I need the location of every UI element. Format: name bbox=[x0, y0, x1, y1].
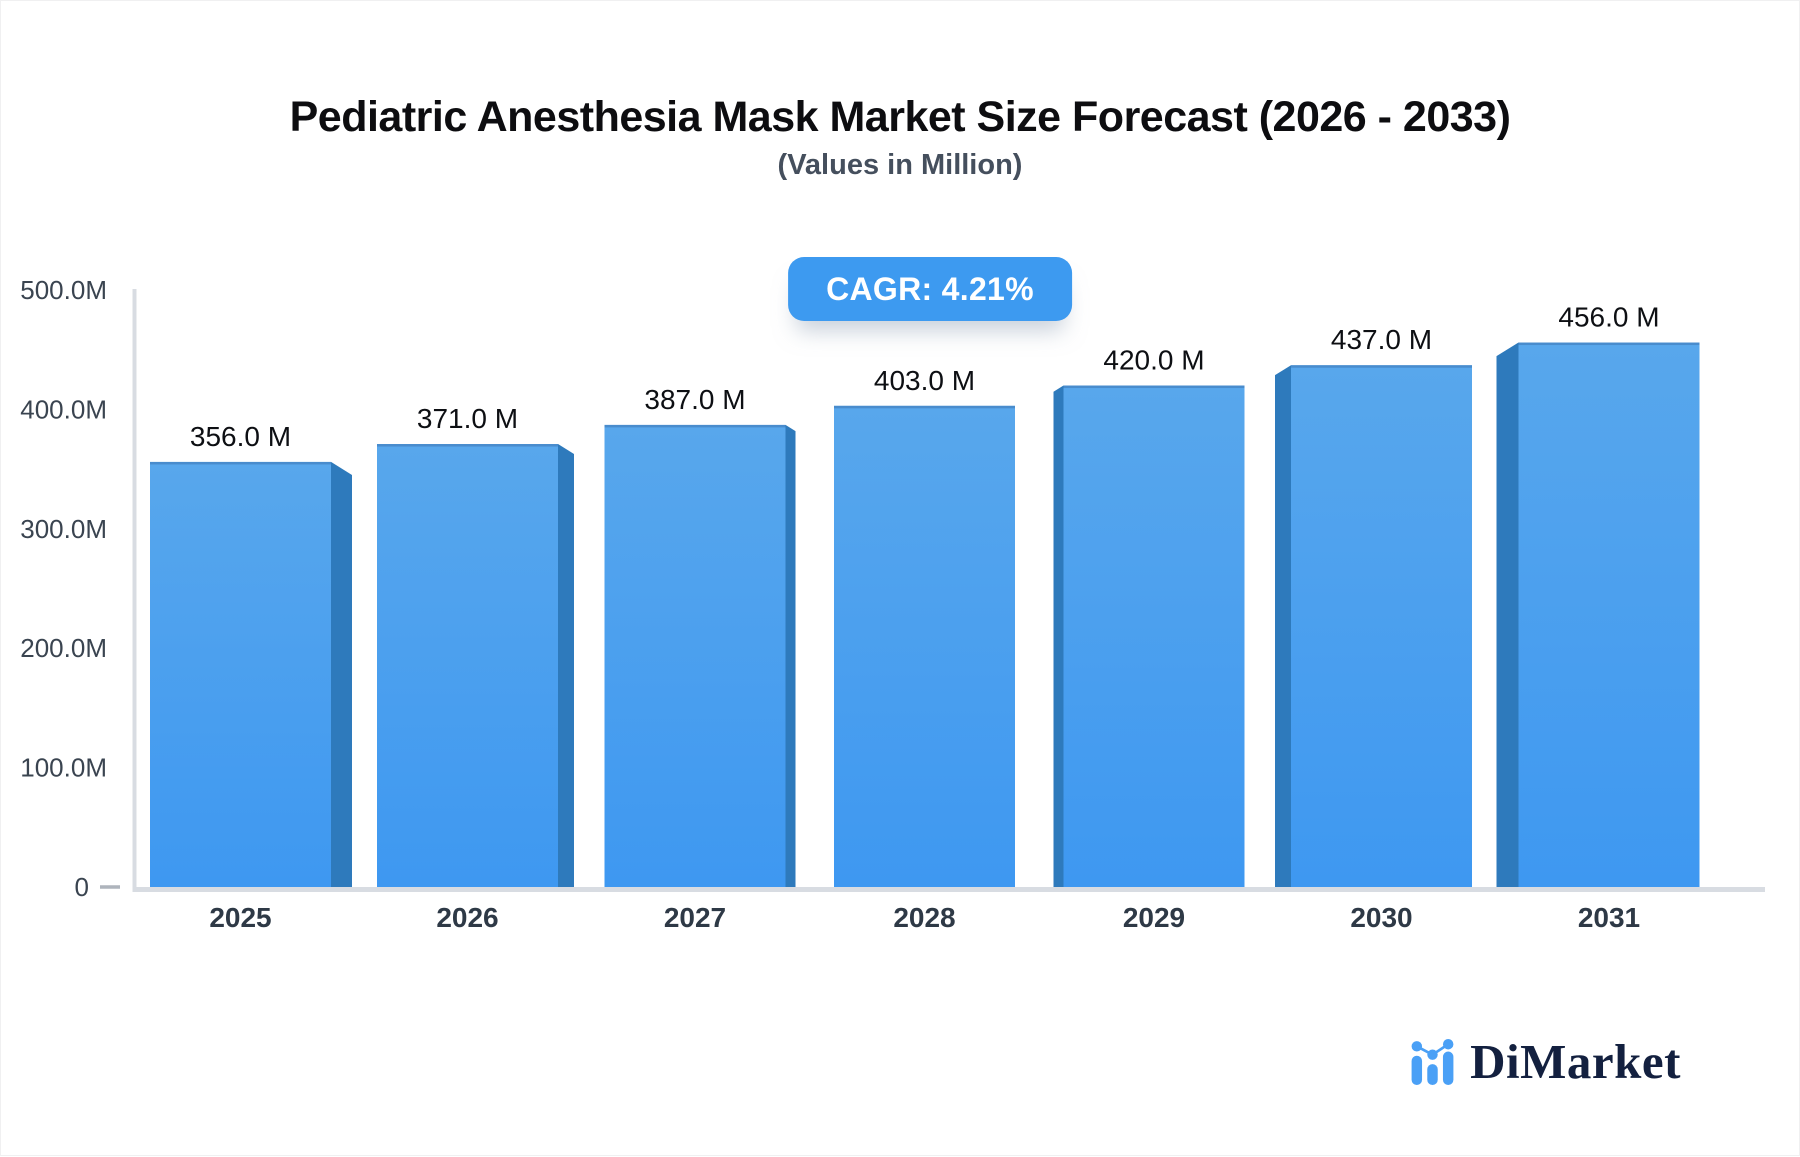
cagr-badge: CAGR: 4.21% bbox=[788, 257, 1072, 321]
x-tick-label: 2025 bbox=[209, 902, 271, 933]
y-tick-label: 0 bbox=[75, 872, 89, 902]
bar-top-edge bbox=[604, 424, 786, 428]
bar-group-2026[interactable] bbox=[377, 444, 574, 887]
bar-side-face bbox=[1053, 385, 1064, 887]
cagr-badge-label: CAGR: 4.21% bbox=[826, 270, 1034, 307]
x-tick-label: 2027 bbox=[664, 902, 726, 933]
bar-value-label: 456.0 M bbox=[1558, 302, 1659, 333]
bar-top-edge bbox=[1518, 342, 1700, 346]
bar-value-label: 403.0 M bbox=[874, 365, 975, 396]
bar-top-edge bbox=[150, 461, 331, 465]
mini-bar-line-chart-icon bbox=[1411, 1038, 1454, 1085]
bar-top-edge bbox=[834, 405, 1015, 409]
bar-value-label: 387.0 M bbox=[644, 384, 745, 415]
brand-logo: DiMarket bbox=[1409, 1033, 1681, 1090]
bar-group-2028[interactable] bbox=[834, 405, 1015, 887]
chart-title: Pediatric Anesthesia Mask Market Size Fo… bbox=[289, 93, 1511, 141]
bar-side-face bbox=[331, 461, 352, 887]
logo-icon-dot bbox=[1427, 1048, 1438, 1060]
bar-value-label: 371.0 M bbox=[417, 403, 518, 434]
bar-2028[interactable] bbox=[834, 405, 1015, 887]
x-tick-label: 2026 bbox=[436, 902, 498, 933]
bar-group-2029[interactable] bbox=[1053, 385, 1245, 887]
logo-icon-dot bbox=[1443, 1038, 1454, 1049]
bar-2027[interactable] bbox=[604, 424, 786, 887]
bar-group-2030[interactable] bbox=[1275, 365, 1472, 887]
bar-2026[interactable] bbox=[377, 444, 558, 887]
brand-logo-text: DiMarket bbox=[1470, 1034, 1681, 1089]
bar-2025[interactable] bbox=[150, 461, 331, 887]
bar-value-label: 437.0 M bbox=[1331, 324, 1432, 355]
y-tick-label: 100.0M bbox=[20, 753, 107, 783]
bar-2031[interactable] bbox=[1518, 342, 1700, 887]
bar-side-face bbox=[1275, 365, 1291, 887]
bar-group-2027[interactable] bbox=[604, 424, 796, 887]
bar-top-edge bbox=[1291, 365, 1472, 368]
bar-top-edge bbox=[1063, 385, 1245, 389]
y-tick-label: 300.0M bbox=[20, 514, 107, 544]
x-tick-label: 2028 bbox=[893, 902, 955, 933]
y-tick-label: 500.0M bbox=[20, 275, 107, 305]
chart-subtitle: (Values in Million) bbox=[777, 149, 1023, 181]
bar-2030[interactable] bbox=[1291, 365, 1472, 887]
bar-2029[interactable] bbox=[1063, 385, 1245, 887]
bar-group-2025[interactable] bbox=[150, 461, 352, 887]
bar-side-face bbox=[558, 444, 574, 887]
y-tick-label: 400.0M bbox=[20, 394, 107, 424]
logo-icon-bar bbox=[1411, 1055, 1423, 1085]
bar-value-label: 356.0 M bbox=[190, 421, 291, 452]
bar-group-2031[interactable] bbox=[1496, 342, 1700, 887]
x-tick-label: 2031 bbox=[1578, 902, 1640, 933]
logo-icon-dot bbox=[1411, 1040, 1423, 1052]
x-tick-label: 2030 bbox=[1350, 902, 1412, 933]
y-tick-label: 200.0M bbox=[20, 633, 107, 663]
bar-top-edge bbox=[377, 444, 558, 447]
x-tick-label: 2029 bbox=[1123, 902, 1185, 933]
bar-side-face bbox=[1496, 342, 1519, 887]
bar-side-face bbox=[785, 424, 796, 887]
bar-value-label: 420.0 M bbox=[1103, 345, 1204, 376]
logo-icon-bar bbox=[1427, 1063, 1438, 1085]
logo-icon-bar bbox=[1443, 1051, 1454, 1085]
